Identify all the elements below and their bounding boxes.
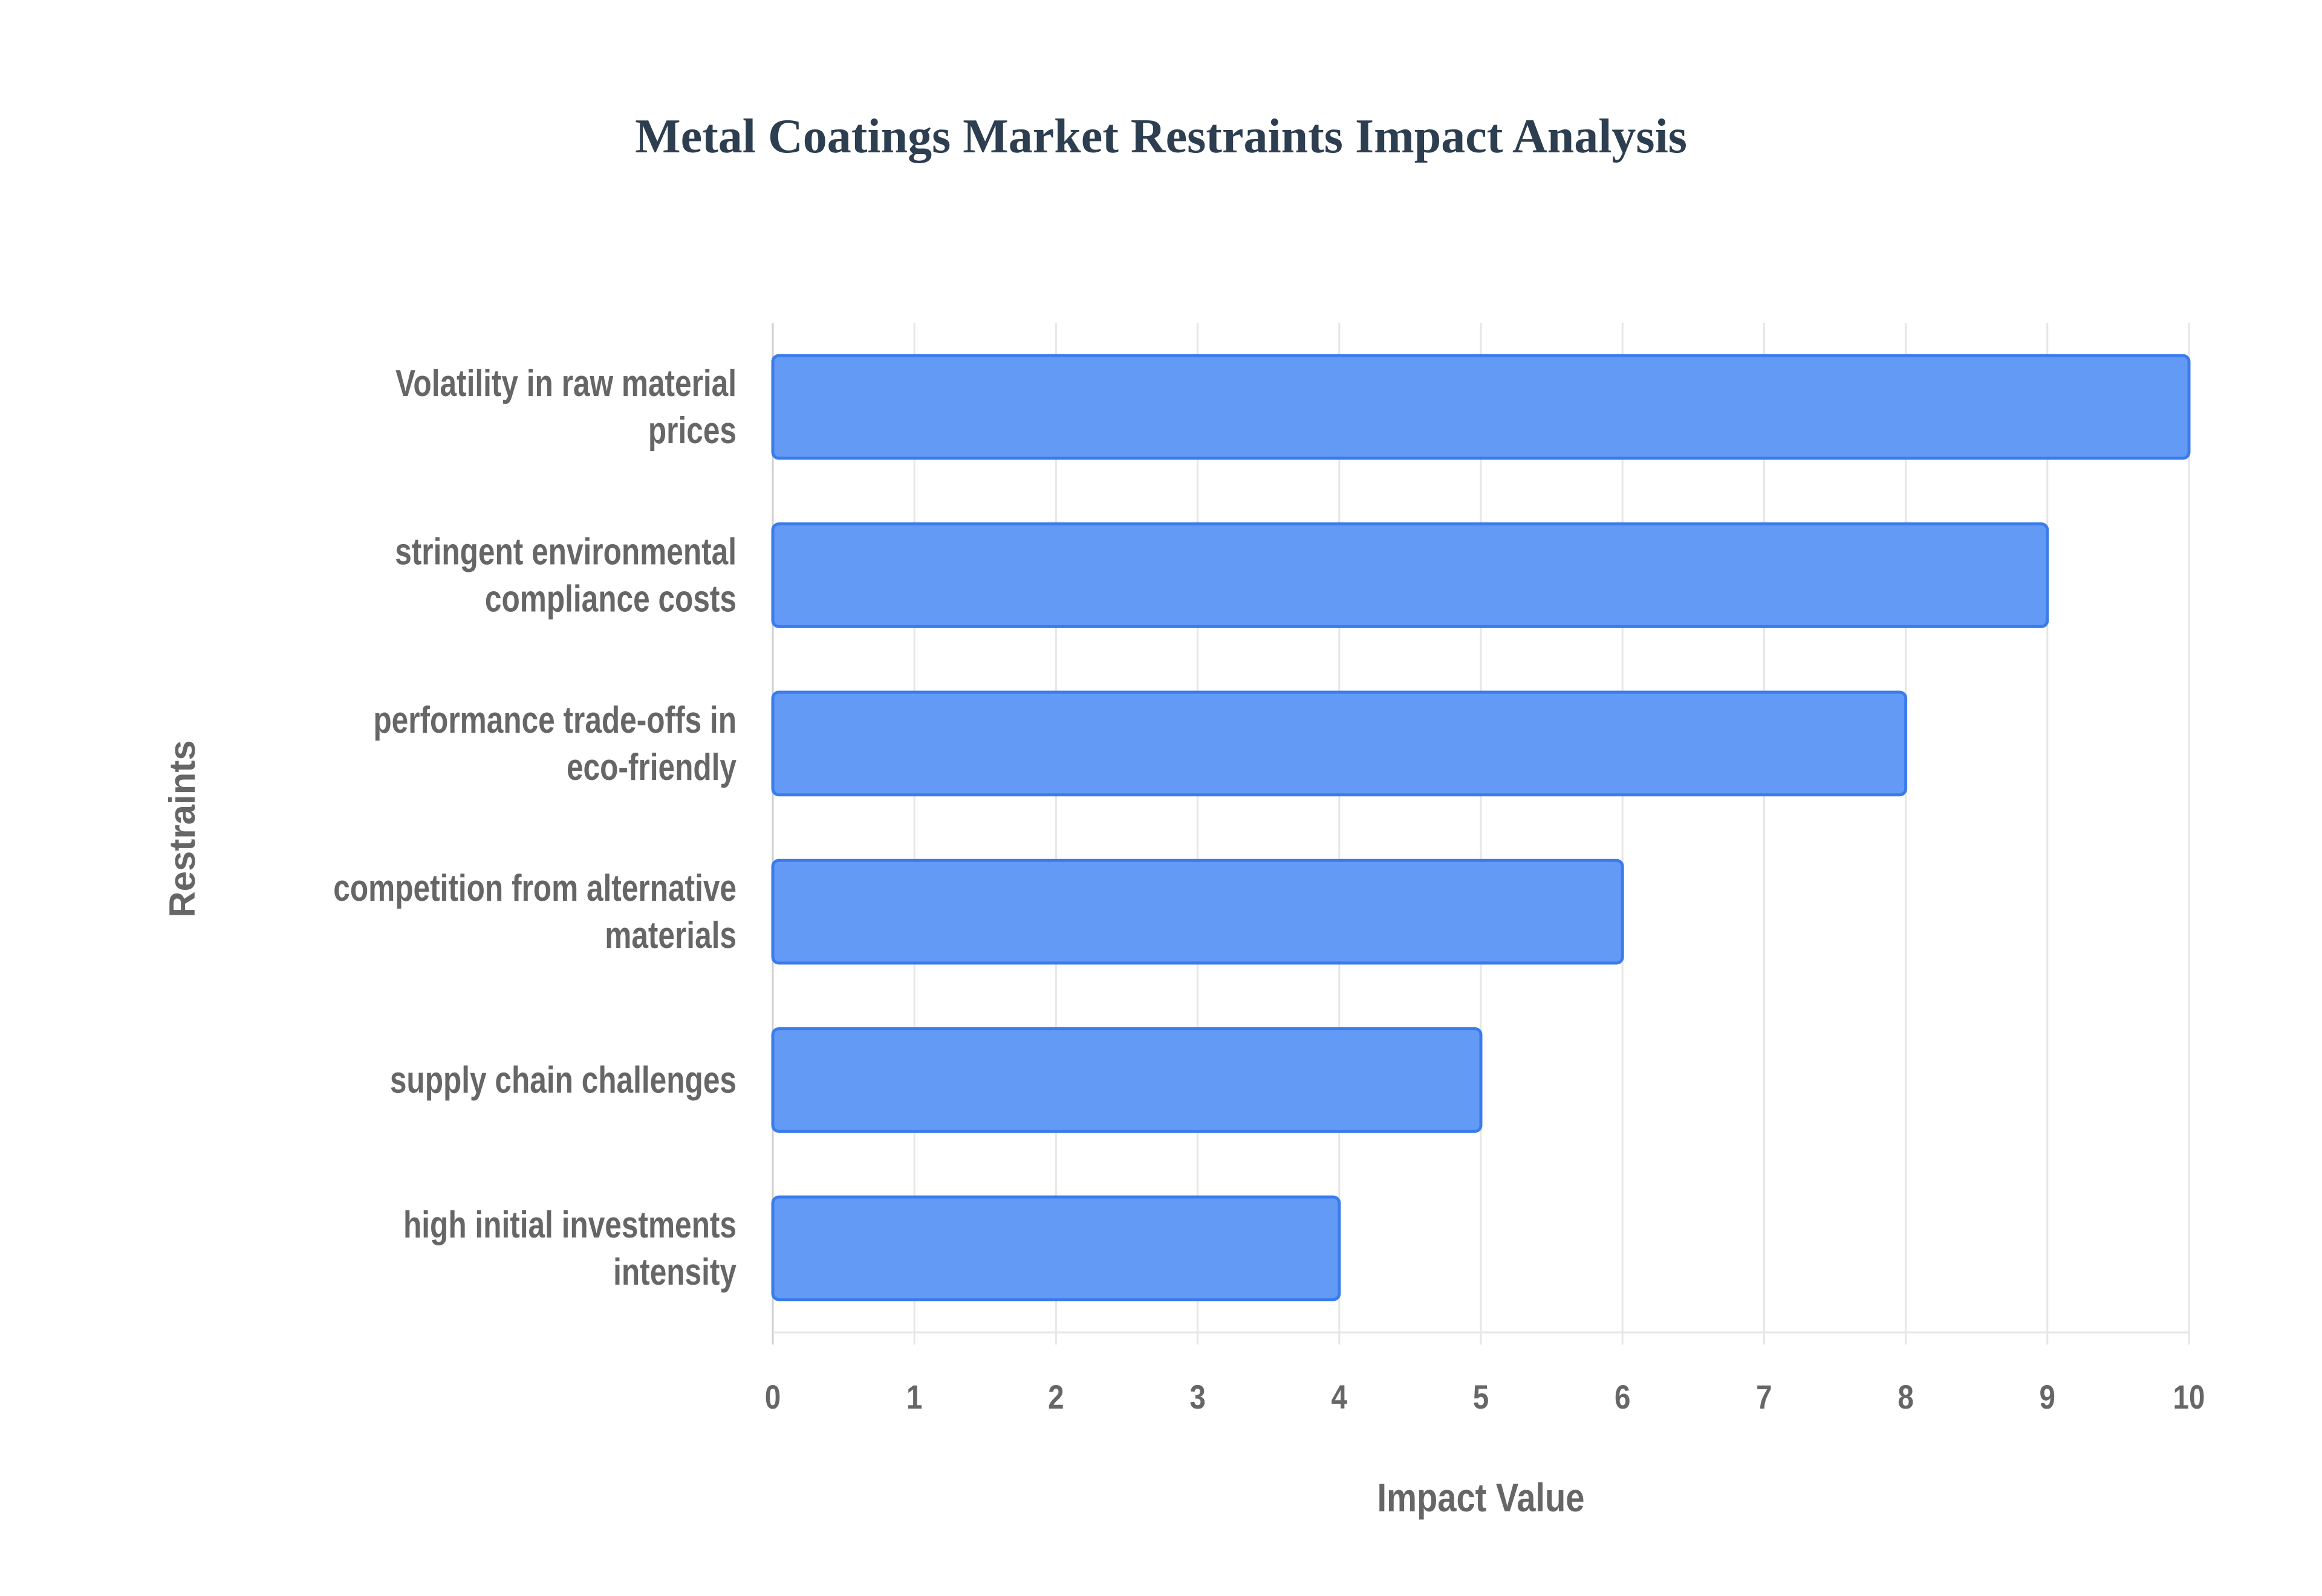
category-label: high initial investments intensity xyxy=(403,1204,737,1293)
x-tick-label: 8 xyxy=(1898,1378,1913,1416)
bar xyxy=(771,1027,1483,1133)
x-tick-label: 5 xyxy=(1473,1378,1489,1416)
bar xyxy=(771,690,1908,797)
category-label-line: performance trade-offs in xyxy=(373,699,737,741)
category-label-line: Volatility in raw material xyxy=(395,362,737,404)
x-tick-label: 0 xyxy=(765,1378,781,1416)
x-tick-label: 6 xyxy=(1615,1378,1630,1416)
category-label-line: materials xyxy=(605,914,737,956)
x-tick-labels: 0 1 2 3 4 5 6 7 8 9 10 xyxy=(765,1378,2205,1416)
x-tick-label: 2 xyxy=(1048,1378,1064,1416)
category-labels: Volatility in raw material prices stringen… xyxy=(333,362,737,1293)
bar xyxy=(771,522,2049,628)
y-axis-label: Restraints xyxy=(162,740,203,917)
x-tick-label: 1 xyxy=(906,1378,922,1416)
x-tick-label: 4 xyxy=(1332,1378,1348,1416)
category-label: competition from alternative materials xyxy=(333,867,737,956)
category-label-line: eco-friendly xyxy=(567,746,737,788)
category-label-line: supply chain challenges xyxy=(390,1059,737,1101)
category-label-line: stringent environmental xyxy=(395,530,737,573)
bar xyxy=(771,354,2191,460)
category-label-line: competition from alternative xyxy=(333,867,737,909)
bar xyxy=(771,858,1624,965)
category-label-line: intensity xyxy=(613,1251,737,1293)
bars xyxy=(771,354,2191,1302)
category-label: Volatility in raw material prices xyxy=(395,362,737,452)
gridlines xyxy=(772,323,2190,1345)
category-label-line: high initial investments xyxy=(403,1204,737,1246)
x-tick-label: 9 xyxy=(2040,1378,2055,1416)
category-label: supply chain challenges xyxy=(390,1059,737,1101)
category-label-line: compliance costs xyxy=(485,577,737,620)
bar xyxy=(771,1195,1341,1302)
chart-title: Metal Coatings Market Restraints Impact … xyxy=(635,110,1687,163)
category-label-line: prices xyxy=(648,409,737,452)
x-tick-label: 10 xyxy=(2173,1378,2205,1416)
category-label: performance trade-offs in eco-friendly xyxy=(373,699,737,788)
x-axis-label: Impact Value xyxy=(1377,1476,1585,1520)
x-tick-label: 3 xyxy=(1189,1378,1205,1416)
x-tick-label: 7 xyxy=(1756,1378,1772,1416)
